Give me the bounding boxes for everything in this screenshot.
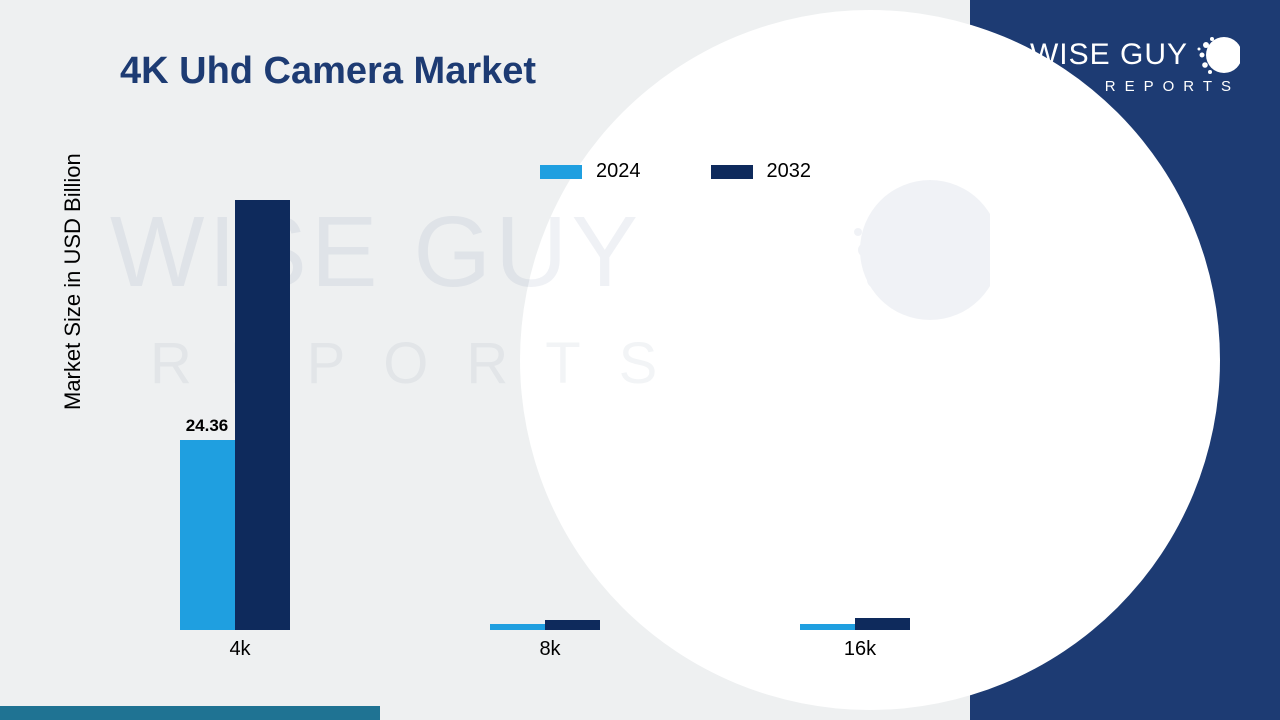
legend-item-2024: 2024 [540, 160, 641, 183]
logo-sub-text: REPORTS [1030, 78, 1240, 95]
logo-head-icon [1194, 30, 1240, 80]
legend: 2024 2032 [540, 160, 811, 183]
y-axis-label: Market Size in USD Billion [60, 153, 86, 410]
plot-area: 24.36 [100, 200, 920, 630]
legend-label-2032: 2032 [767, 160, 812, 183]
value-label-4k-2024: 24.36 [172, 416, 242, 436]
legend-swatch-2024 [540, 165, 582, 179]
footer-accent-bar [0, 706, 380, 720]
bar-8k-2024 [490, 624, 545, 630]
xlabel-4k: 4k [160, 638, 320, 661]
brand-logo: WISE GUY REPORTS [1030, 30, 1240, 95]
legend-item-2032: 2032 [711, 160, 812, 183]
chart-title: 4K Uhd Camera Market [120, 50, 536, 93]
xlabel-8k: 8k [470, 638, 630, 661]
legend-label-2024: 2024 [596, 160, 641, 183]
logo-main-text: WISE GUY [1030, 38, 1188, 72]
x-axis-labels: 4k 8k 16k [100, 638, 920, 668]
bar-16k-2032 [855, 618, 910, 630]
bar-4k-2024 [180, 440, 235, 630]
bar-4k-2032 [235, 200, 290, 630]
legend-swatch-2032 [711, 165, 753, 179]
bar-16k-2024 [800, 624, 855, 630]
chart-canvas: WISE GUY REPORTS 4K Uhd Camera Market WI… [0, 0, 1280, 720]
bar-8k-2032 [545, 620, 600, 630]
xlabel-16k: 16k [780, 638, 940, 661]
